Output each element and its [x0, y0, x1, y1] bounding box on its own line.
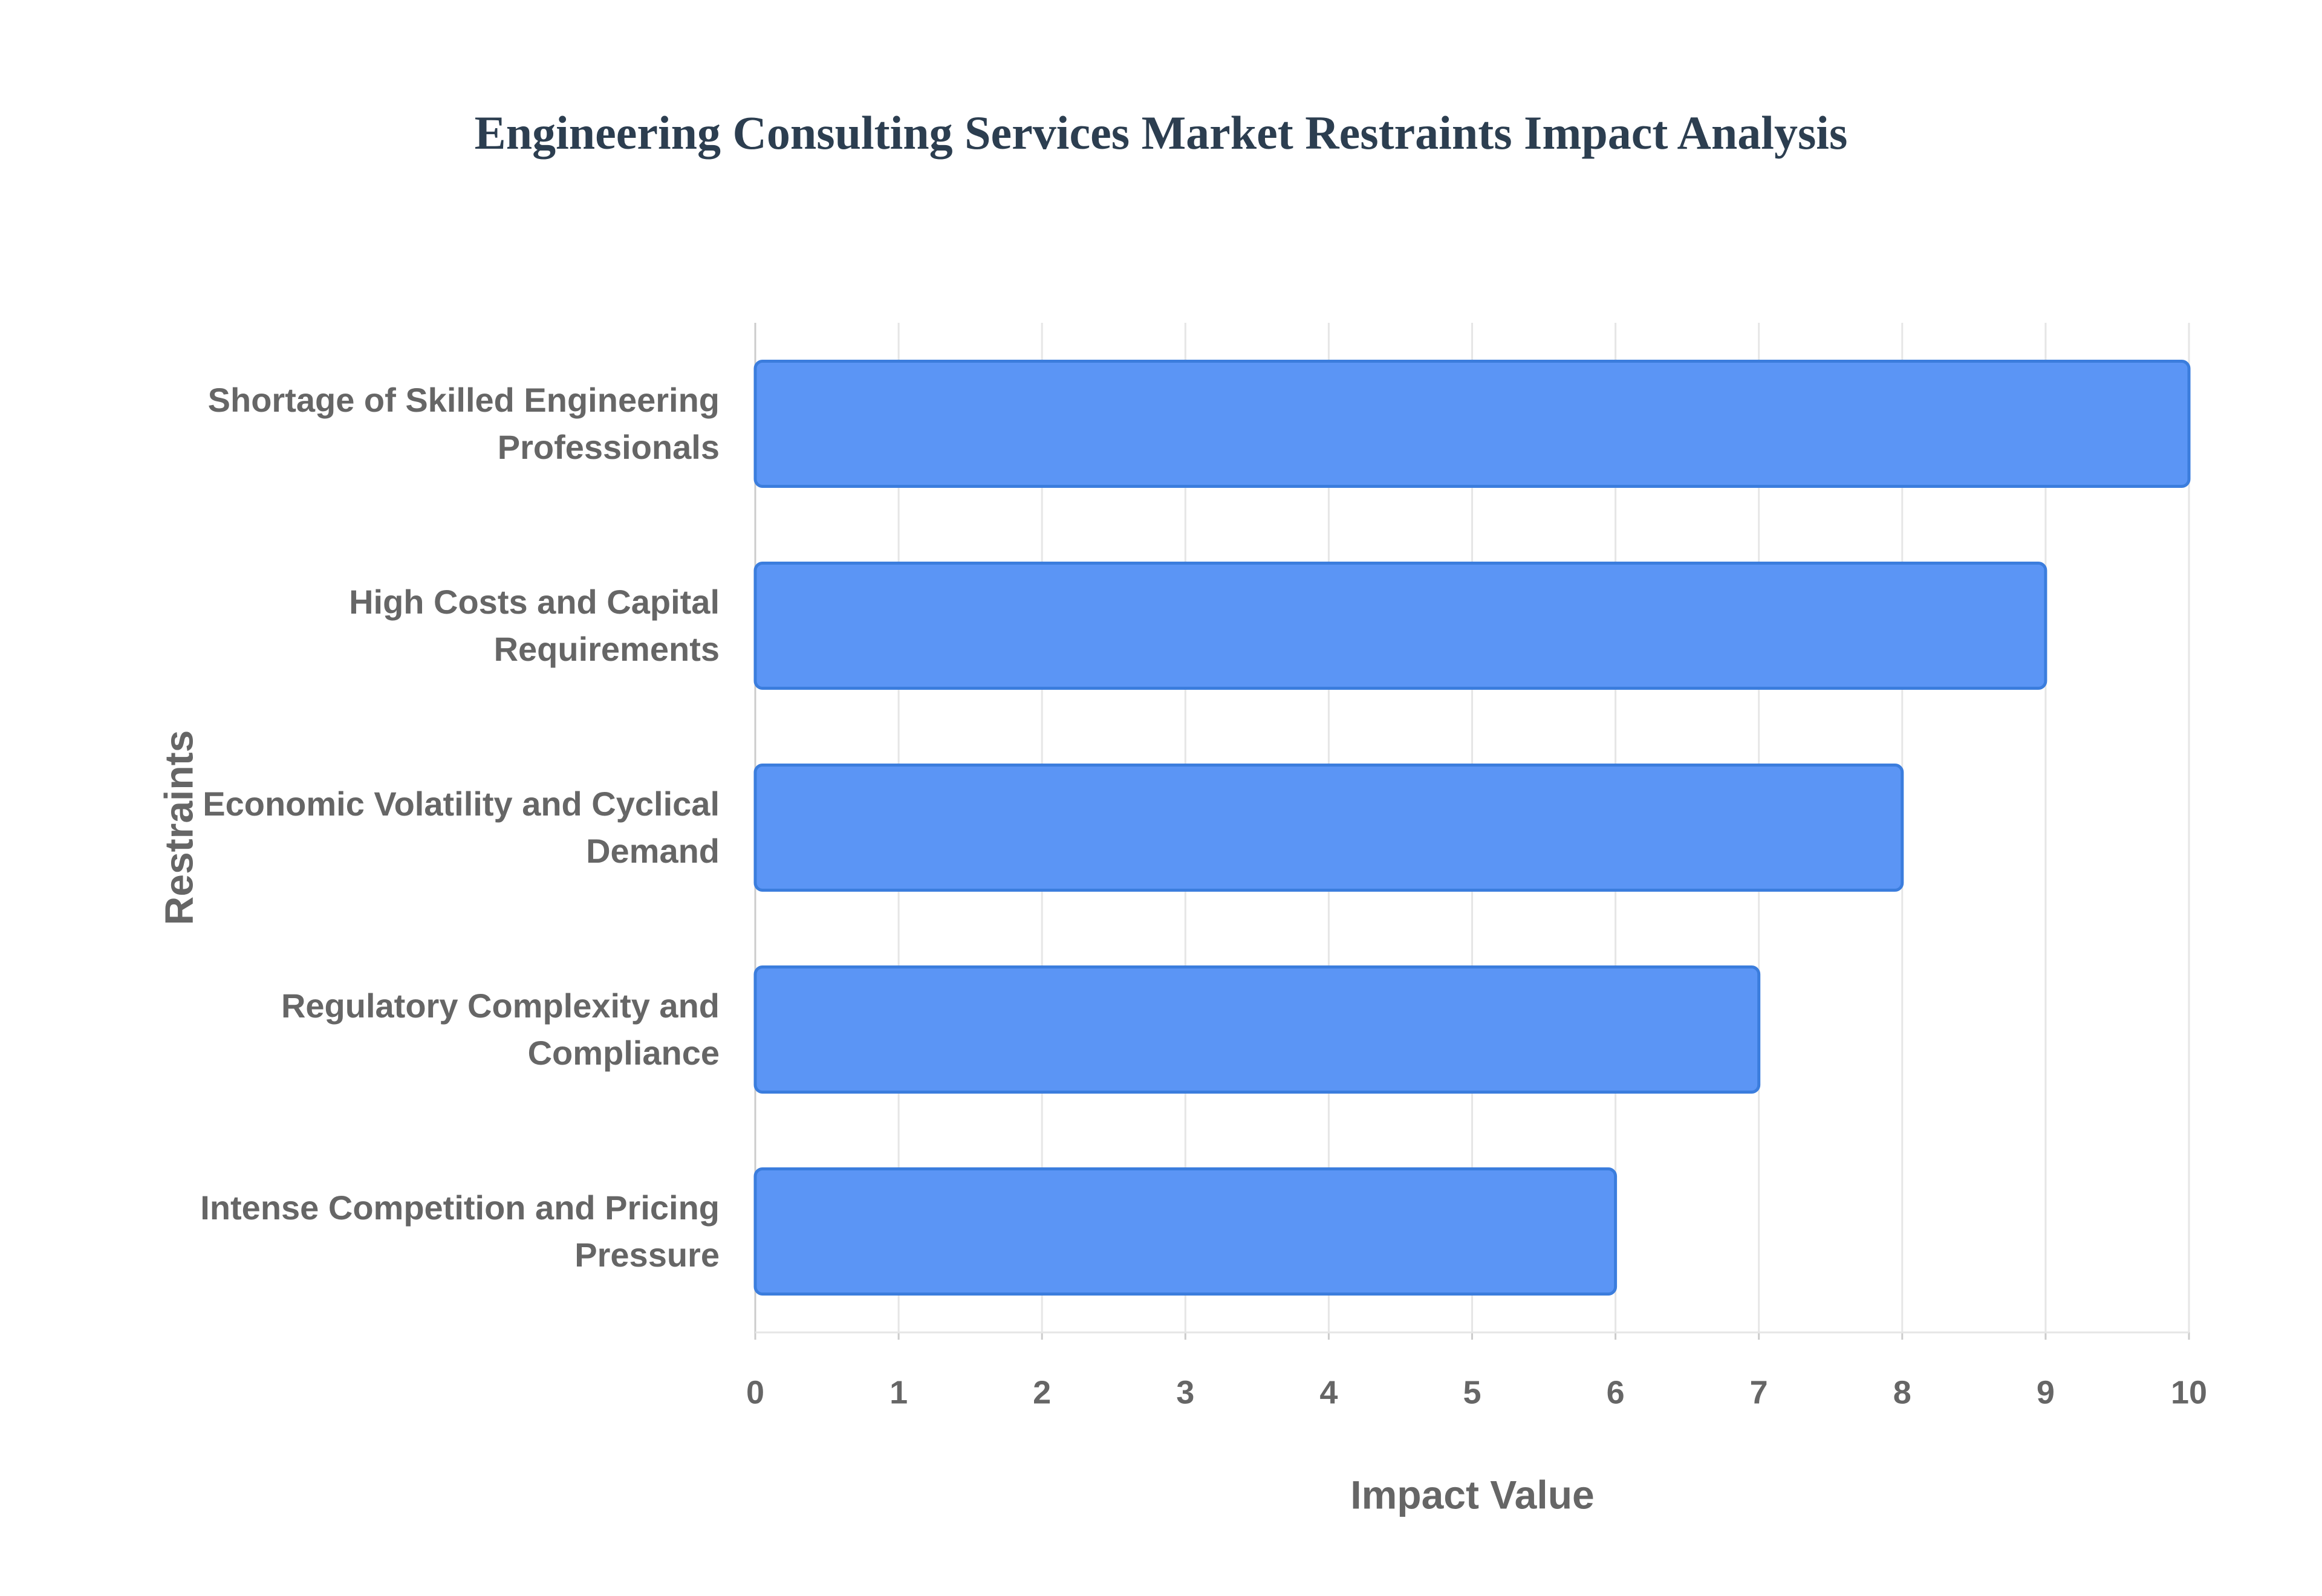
x-tick-label: 7 [1750, 1374, 1768, 1410]
chart-title: Engineering Consulting Services Market R… [475, 106, 1848, 159]
x-tick-label: 9 [2037, 1374, 2055, 1410]
x-tick-label: 1 [889, 1374, 908, 1410]
bar [753, 763, 1904, 892]
x-tick-label: 8 [1893, 1374, 1911, 1410]
x-tick-label: 3 [1176, 1374, 1194, 1410]
x-tick-label: 4 [1319, 1374, 1338, 1410]
y-tick-label: Regulatory Complexity and Compliance [281, 987, 720, 1072]
bar [753, 1167, 1618, 1296]
y-tick-label: Shortage of Skilled Engineering Professi… [207, 381, 720, 466]
y-axis-title: Restraints [156, 730, 201, 926]
x-tick-label: 10 [2171, 1374, 2207, 1410]
x-tick-label: 5 [1463, 1374, 1481, 1410]
x-tick-label: 0 [746, 1374, 764, 1410]
bar [753, 359, 2191, 488]
x-axis-title: Impact Value [1350, 1472, 1595, 1517]
x-tick-label: 6 [1607, 1374, 1625, 1410]
y-tick-label: Intense Competition and Pricing Pressure [200, 1189, 720, 1274]
bar [753, 965, 1761, 1094]
bar [753, 561, 2047, 690]
x-tick-label: 2 [1033, 1374, 1051, 1410]
y-tick-label: High Costs and Capital Requirements [349, 583, 720, 668]
y-tick-label: Economic Volatility and Cyclical Demand [203, 785, 720, 870]
